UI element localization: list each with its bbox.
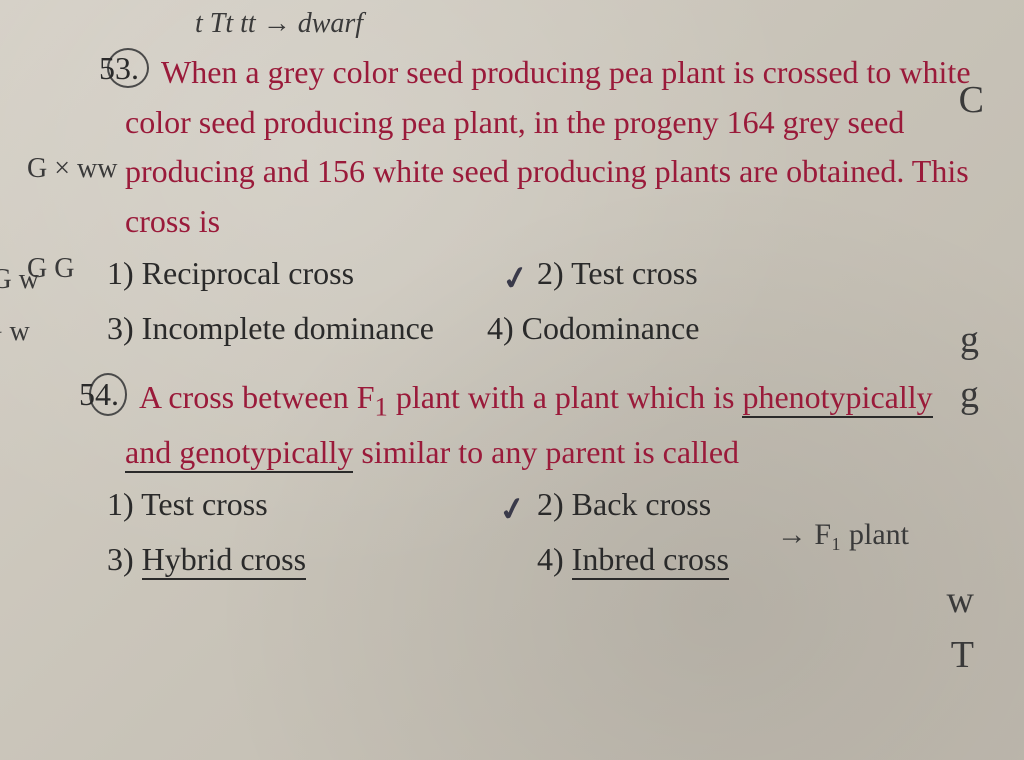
q54-opt1: 1) Test cross <box>107 477 477 531</box>
q54-opt2: ✓ 2) Back cross <box>537 477 711 531</box>
checkmark-icon: ✓ <box>497 249 533 307</box>
checkmark-icon-2: ✓ <box>494 481 530 539</box>
handwriting-top: t Tt tt → dwarf <box>195 8 363 40</box>
handwriting-w: w <box>947 578 974 622</box>
q54-number-wrap: 54. <box>107 373 127 415</box>
q53-opt2-text: 2) Test cross <box>537 255 698 291</box>
q53-opt2: ✓ 2) Test cross <box>537 246 698 300</box>
handwriting-t: T <box>951 633 974 677</box>
q53-option-row-1: 1) Reciprocal cross ✓ 2) Test cross <box>107 246 989 300</box>
q53-number: 53. <box>107 48 149 88</box>
q54-number: 54. <box>89 373 127 415</box>
q54-body: 54. A cross between F1 plant with a plan… <box>35 373 989 477</box>
q53-options: (w G w w G w 1) Reciprocal cross ✓ 2) Te… <box>35 246 989 355</box>
handwriting-wgw2: w G w <box>0 308 30 356</box>
handwriting-gxww: G × ww <box>27 153 117 185</box>
q54-opt4-num: 4) <box>537 541 572 577</box>
q53-opt4: 4) Codominance <box>487 301 699 355</box>
handwriting-c-top: C <box>959 78 984 122</box>
q54-opt2-text: 2) Back cross <box>537 486 711 522</box>
q53-opt1: 1) Reciprocal cross <box>107 246 477 300</box>
q53-opt3: 3) Incomplete dominance <box>107 301 477 355</box>
q54-opt4-text: Inbred cross <box>572 541 729 580</box>
q54-opt3-text: Hybrid cross <box>142 541 306 580</box>
q54-text: A cross between F1 plant with a plant wh… <box>125 379 933 470</box>
q54-subscript: 1 <box>375 392 388 422</box>
handwriting-wgw1: (w G w <box>0 256 39 304</box>
q54-opt3-num: 3) <box>107 541 142 577</box>
handwriting-fiplant: → F₁ plant <box>777 518 909 552</box>
q53-option-row-2: 3) Incomplete dominance 4) Codominance <box>107 301 989 355</box>
question-54: → F₁ plant w T 54. A cross between F1 pl… <box>35 373 989 586</box>
q53-body: 53. When a grey color seed producing pea… <box>35 48 989 246</box>
q54-opt3: 3) Hybrid cross <box>107 532 477 586</box>
q54-text-p1: A cross between F <box>139 379 375 415</box>
q53-text: When a grey color seed producing pea pla… <box>125 54 971 239</box>
question-53: G × ww G G g g C 53. When a grey color s… <box>35 48 989 355</box>
q54-opt4: 4) Inbred cross <box>537 532 729 586</box>
q54-text-p2: plant with a plant which is <box>388 379 743 415</box>
q54-text-p3: similar to any parent is called <box>353 434 739 470</box>
